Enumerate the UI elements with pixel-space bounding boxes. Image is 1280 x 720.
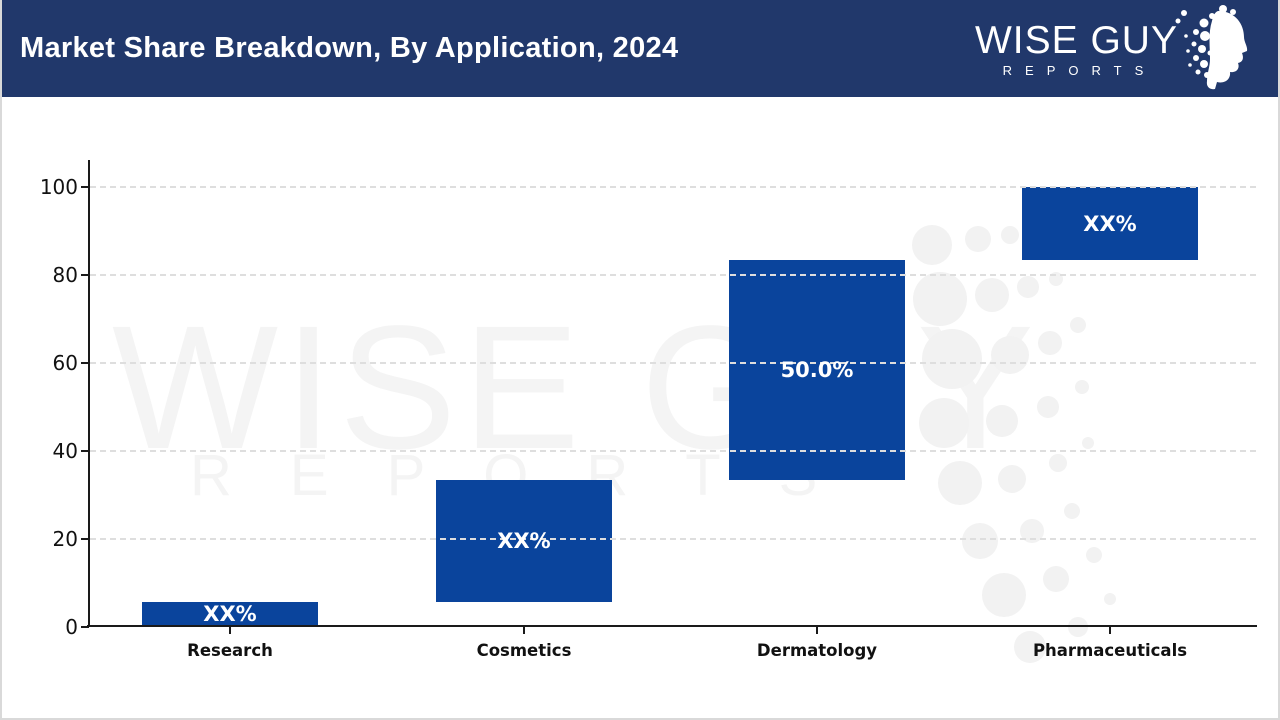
y-tick xyxy=(81,274,89,276)
bar-segment-dermatology xyxy=(729,260,905,481)
y-tick-label: 80 xyxy=(52,263,78,287)
brand-logo: WISE GUY REPORTS xyxy=(975,0,1266,97)
x-tick xyxy=(816,627,818,634)
y-tick xyxy=(81,626,89,628)
y-tick-label: 40 xyxy=(52,439,78,463)
x-category-label: Cosmetics xyxy=(476,641,572,660)
chart-plot-area: WISE GUY REPORTS XX% XX% 50.0% XX% 0 20 40 60 80… xyxy=(0,97,1280,720)
watermark-dots-pattern xyxy=(912,225,1116,663)
chart-title: Market Share Breakdown, By Application, … xyxy=(20,32,679,64)
brand-name: WISE GUY xyxy=(974,18,1178,62)
x-tick xyxy=(229,627,231,634)
bar-segment-cosmetics xyxy=(436,480,612,602)
y-axis-line xyxy=(88,160,90,627)
bar-segment-pharmaceuticals xyxy=(1022,187,1198,261)
gridline-100 xyxy=(90,186,1256,188)
y-tick xyxy=(81,362,89,364)
x-axis-line xyxy=(87,625,1257,627)
x-category-label: Research xyxy=(187,641,273,660)
y-tick-label: 60 xyxy=(52,351,78,375)
y-tick-label: 100 xyxy=(39,175,78,199)
bar-value-label: XX% xyxy=(497,529,551,554)
y-tick-label: 20 xyxy=(52,527,78,551)
bar-value-label: XX% xyxy=(1083,211,1137,236)
y-tick xyxy=(81,450,89,452)
bar-value-label: 50.0% xyxy=(780,358,854,383)
brand-logo-text: WISE GUY REPORTS xyxy=(975,21,1178,77)
y-tick xyxy=(81,186,89,188)
x-category-label: Pharmaceuticals xyxy=(1032,641,1188,660)
y-tick-label: 0 xyxy=(65,615,78,639)
bar-segment-research xyxy=(142,601,318,626)
bar-value-label: XX% xyxy=(203,601,257,626)
gridline-40 xyxy=(90,450,1256,452)
y-tick xyxy=(81,538,89,540)
head-profile-icon xyxy=(1175,4,1248,89)
gridline-20 xyxy=(90,538,1256,540)
gridline-80 xyxy=(90,274,1256,276)
x-tick xyxy=(1109,627,1111,634)
x-tick xyxy=(523,627,525,634)
gridline-60 xyxy=(90,362,1256,364)
x-category-label: Dermatology xyxy=(756,641,878,660)
header-bar: Market Share Breakdown, By Application, … xyxy=(0,0,1280,97)
brand-subname: REPORTS xyxy=(1002,62,1157,78)
